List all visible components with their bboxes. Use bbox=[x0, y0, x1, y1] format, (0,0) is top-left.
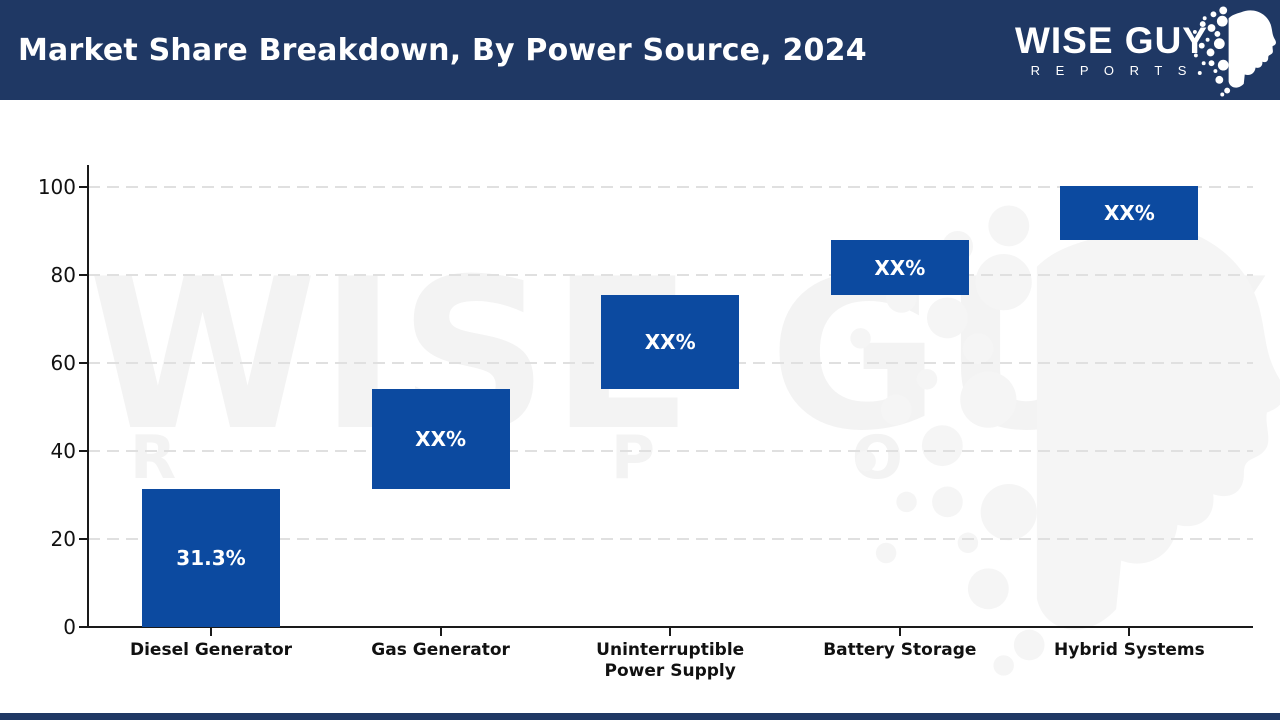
bar-uninterruptible-power-supply bbox=[601, 295, 740, 390]
y-tick-label: 0 bbox=[63, 615, 76, 639]
x-axis-line bbox=[87, 626, 1253, 628]
bar-gas-generator bbox=[371, 389, 510, 490]
brand-logo: WISE GUY R E P O R T S bbox=[1015, 0, 1276, 100]
x-tick-mark bbox=[1128, 628, 1131, 636]
x-category-label-line: Power Supply bbox=[604, 661, 736, 681]
head-profile-icon bbox=[1192, 6, 1276, 97]
x-tick-mark bbox=[669, 628, 672, 636]
x-category-label: Battery Storage bbox=[784, 640, 1016, 661]
brand-logo-text: WISE GUY R E P O R T S bbox=[1014, 20, 1208, 79]
x-tick-mark bbox=[898, 628, 901, 636]
y-tick-mark bbox=[79, 274, 87, 276]
x-category-label-line: Diesel Generator bbox=[129, 640, 293, 660]
brand-subname: R E P O R T S bbox=[1030, 63, 1193, 78]
x-category-label-line: Uninterruptible bbox=[596, 640, 745, 660]
y-gridline bbox=[88, 450, 1253, 452]
y-tick-mark bbox=[79, 450, 87, 452]
footer-band bbox=[0, 713, 1280, 720]
bar-value-label: XX% bbox=[874, 255, 926, 280]
y-tick-label: 60 bbox=[50, 351, 76, 375]
y-tick-mark bbox=[79, 538, 87, 540]
bar-value-label: 31.3% bbox=[176, 546, 246, 571]
bar-value-label: XX% bbox=[1103, 201, 1155, 226]
brand-name: WISE GUY bbox=[1014, 20, 1208, 61]
x-category-label: Uninterruptible Power Supply bbox=[554, 640, 786, 682]
page-title: Market Share Breakdown, By Power Source,… bbox=[18, 32, 867, 68]
x-category-label: Diesel Generator bbox=[95, 640, 327, 661]
bar-diesel-generator bbox=[142, 489, 280, 627]
y-gridline bbox=[88, 274, 1253, 276]
x-category-label: Gas Generator bbox=[325, 640, 557, 661]
x-category-label-line: Hybrid Systems bbox=[1054, 640, 1205, 660]
y-axis-line bbox=[87, 165, 89, 628]
header-band: Market Share Breakdown, By Power Source,… bbox=[0, 0, 1280, 100]
watermark-head-profile bbox=[850, 205, 1280, 676]
x-tick-mark bbox=[439, 628, 442, 636]
bar-value-label: XX% bbox=[644, 330, 696, 355]
y-tick-mark bbox=[79, 626, 87, 628]
x-category-label-line: Battery Storage bbox=[823, 640, 977, 660]
y-tick-mark bbox=[79, 186, 87, 188]
y-tick-mark bbox=[79, 362, 87, 364]
x-tick-mark bbox=[210, 628, 212, 636]
bar-hybrid-systems bbox=[1060, 186, 1199, 241]
y-tick-label: 20 bbox=[50, 527, 76, 551]
bar-value-label: XX% bbox=[415, 427, 467, 452]
y-gridline bbox=[88, 186, 1253, 188]
y-tick-label: 100 bbox=[37, 175, 76, 199]
y-gridline bbox=[88, 538, 1253, 540]
bar-battery-storage bbox=[830, 240, 969, 296]
x-category-label: Hybrid Systems bbox=[1013, 640, 1245, 661]
y-tick-label: 80 bbox=[50, 263, 76, 287]
y-tick-label: 40 bbox=[50, 439, 76, 463]
x-category-label-line: Gas Generator bbox=[371, 640, 510, 660]
